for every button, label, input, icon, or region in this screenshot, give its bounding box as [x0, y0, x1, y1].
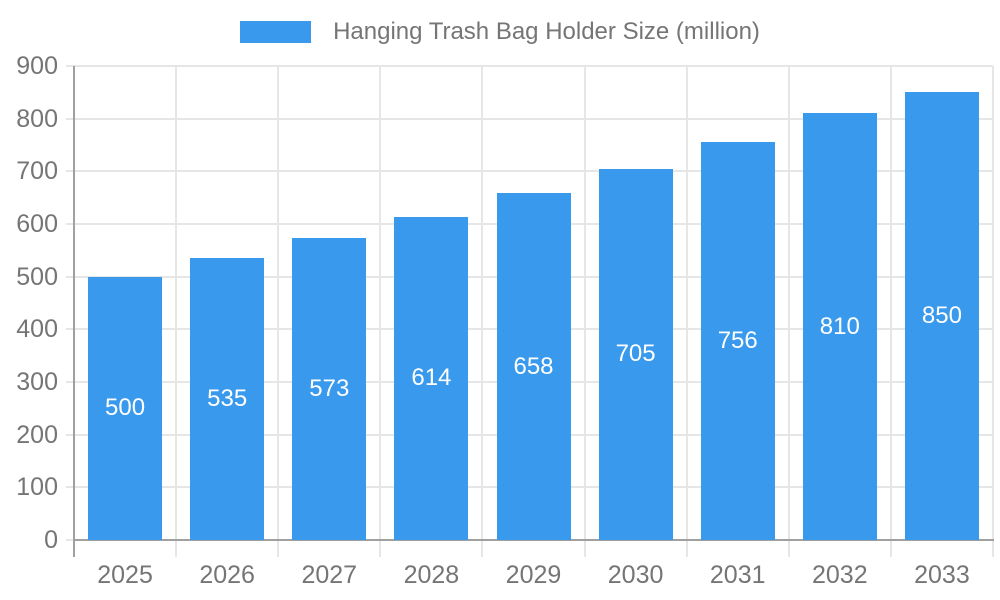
x-gridline: [583, 66, 586, 557]
legend-swatch: [240, 21, 312, 43]
bar-value-label: 756: [717, 326, 758, 354]
y-gridline: [66, 117, 993, 120]
x-gridline: [379, 66, 382, 557]
y-tick-label: 700: [16, 157, 58, 186]
y-tick-label: 600: [16, 210, 58, 238]
x-tick-label: 2030: [607, 561, 664, 589]
x-gridline: [481, 66, 484, 557]
y-axis-line: [73, 66, 75, 557]
x-gridline: [992, 66, 994, 557]
bar-value-label: 614: [411, 364, 452, 392]
x-tick-label: 2029: [505, 561, 562, 589]
x-gridline: [277, 66, 280, 557]
x-gridline: [175, 66, 178, 557]
y-tick-label: 100: [16, 473, 58, 502]
x-axis-line: [73, 539, 994, 541]
y-tick-label: 500: [16, 262, 58, 291]
bar: [496, 193, 571, 540]
bar: [700, 141, 775, 540]
y-tick-label: 400: [16, 315, 58, 344]
x-tick-label: 2031: [709, 561, 766, 589]
bar-value-label: 573: [309, 375, 350, 403]
y-tick-label: 0: [44, 526, 58, 554]
bar-value-label: 658: [513, 352, 554, 380]
legend-label: Hanging Trash Bag Holder Size (million): [333, 18, 760, 45]
x-tick-label: 2032: [812, 561, 868, 589]
x-tick-label: 2027: [301, 561, 358, 589]
bar: [598, 168, 673, 540]
bar-value-label: 705: [615, 340, 656, 368]
x-tick-label: 2028: [403, 561, 460, 589]
bar-value-label: 810: [819, 312, 860, 340]
bar-value-label: 500: [105, 394, 146, 422]
x-tick-label: 2033: [914, 561, 970, 589]
bar: [292, 238, 367, 540]
bar: [394, 216, 469, 540]
x-tick-label: 2026: [199, 561, 255, 589]
chart-legend: Hanging Trash Bag Holder Size (million): [0, 17, 1000, 47]
bar: [904, 92, 979, 540]
y-tick-label: 300: [16, 368, 58, 396]
bar-value-label: 535: [207, 385, 248, 413]
bar: [190, 258, 265, 540]
y-gridline: [66, 65, 993, 67]
y-tick-label: 200: [16, 420, 58, 449]
x-gridline: [889, 66, 892, 557]
y-tick-label: 800: [16, 104, 58, 133]
bar: [802, 113, 877, 540]
y-tick-label: 900: [16, 52, 58, 80]
bar: [88, 276, 163, 540]
x-gridline: [787, 66, 790, 557]
bar-value-label: 850: [921, 302, 962, 330]
x-gridline: [685, 66, 688, 557]
x-tick-label: 2025: [97, 561, 153, 589]
y-gridline: [66, 170, 993, 173]
